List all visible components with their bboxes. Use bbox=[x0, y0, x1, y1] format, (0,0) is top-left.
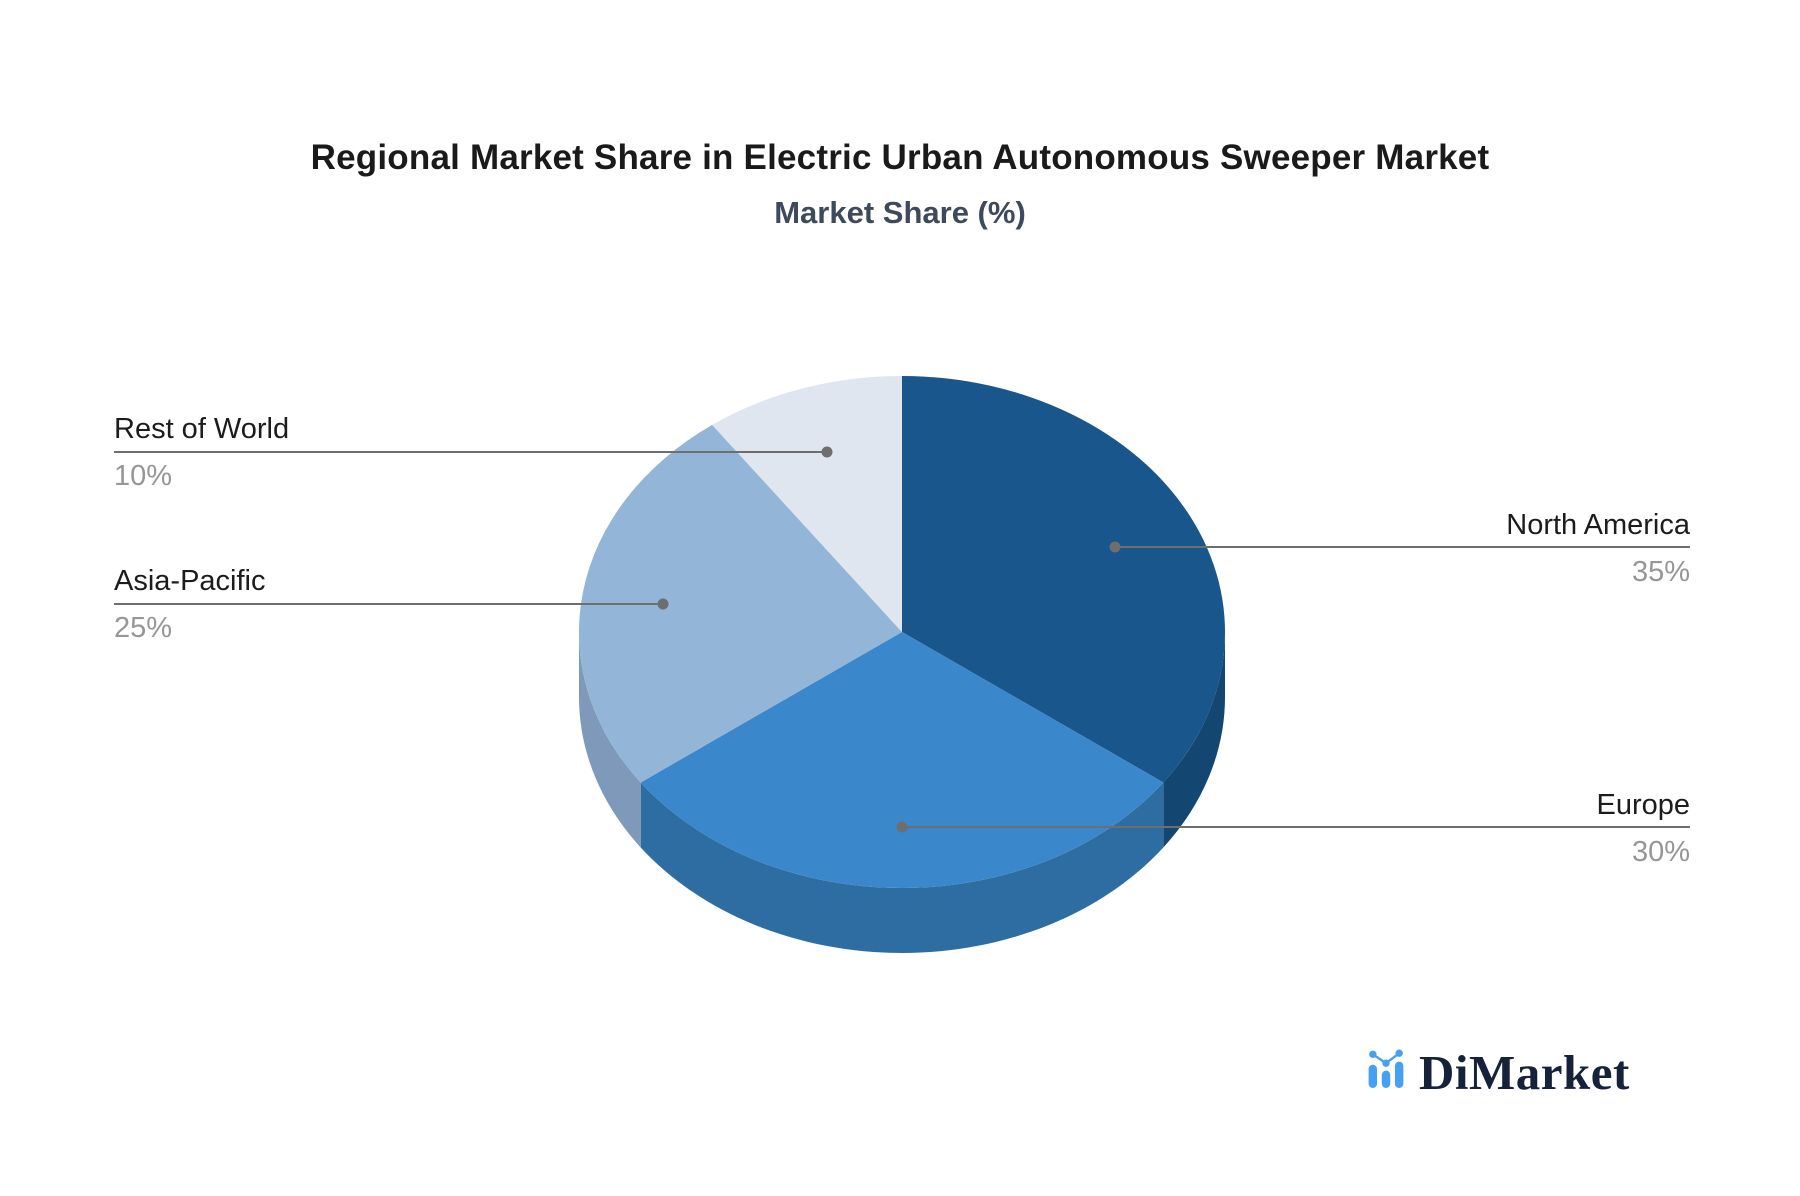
callout-label-asia-pacific: Asia-Pacific bbox=[114, 565, 266, 597]
callout-value-asia-pacific: 25% bbox=[114, 612, 173, 644]
callout-label-rest-of-world: Rest of World bbox=[114, 413, 290, 445]
chart-title: Regional Market Share in Electric Urban … bbox=[310, 138, 1490, 177]
callout-value-rest-of-world: 10% bbox=[114, 460, 173, 492]
callout-label-north-america: North America bbox=[1506, 509, 1690, 541]
callout-value-north-america: 35% bbox=[1631, 556, 1690, 588]
brand-logo: DiMarket bbox=[1368, 1040, 1630, 1097]
callout-value-europe: 30% bbox=[1631, 836, 1690, 868]
brand-name: DiMarket bbox=[1419, 1045, 1630, 1100]
callout-label-europe: Europe bbox=[1596, 789, 1690, 821]
bar-line-chart-icon bbox=[1368, 1049, 1404, 1088]
chart-subtitle: Market Share (%) bbox=[774, 195, 1026, 230]
